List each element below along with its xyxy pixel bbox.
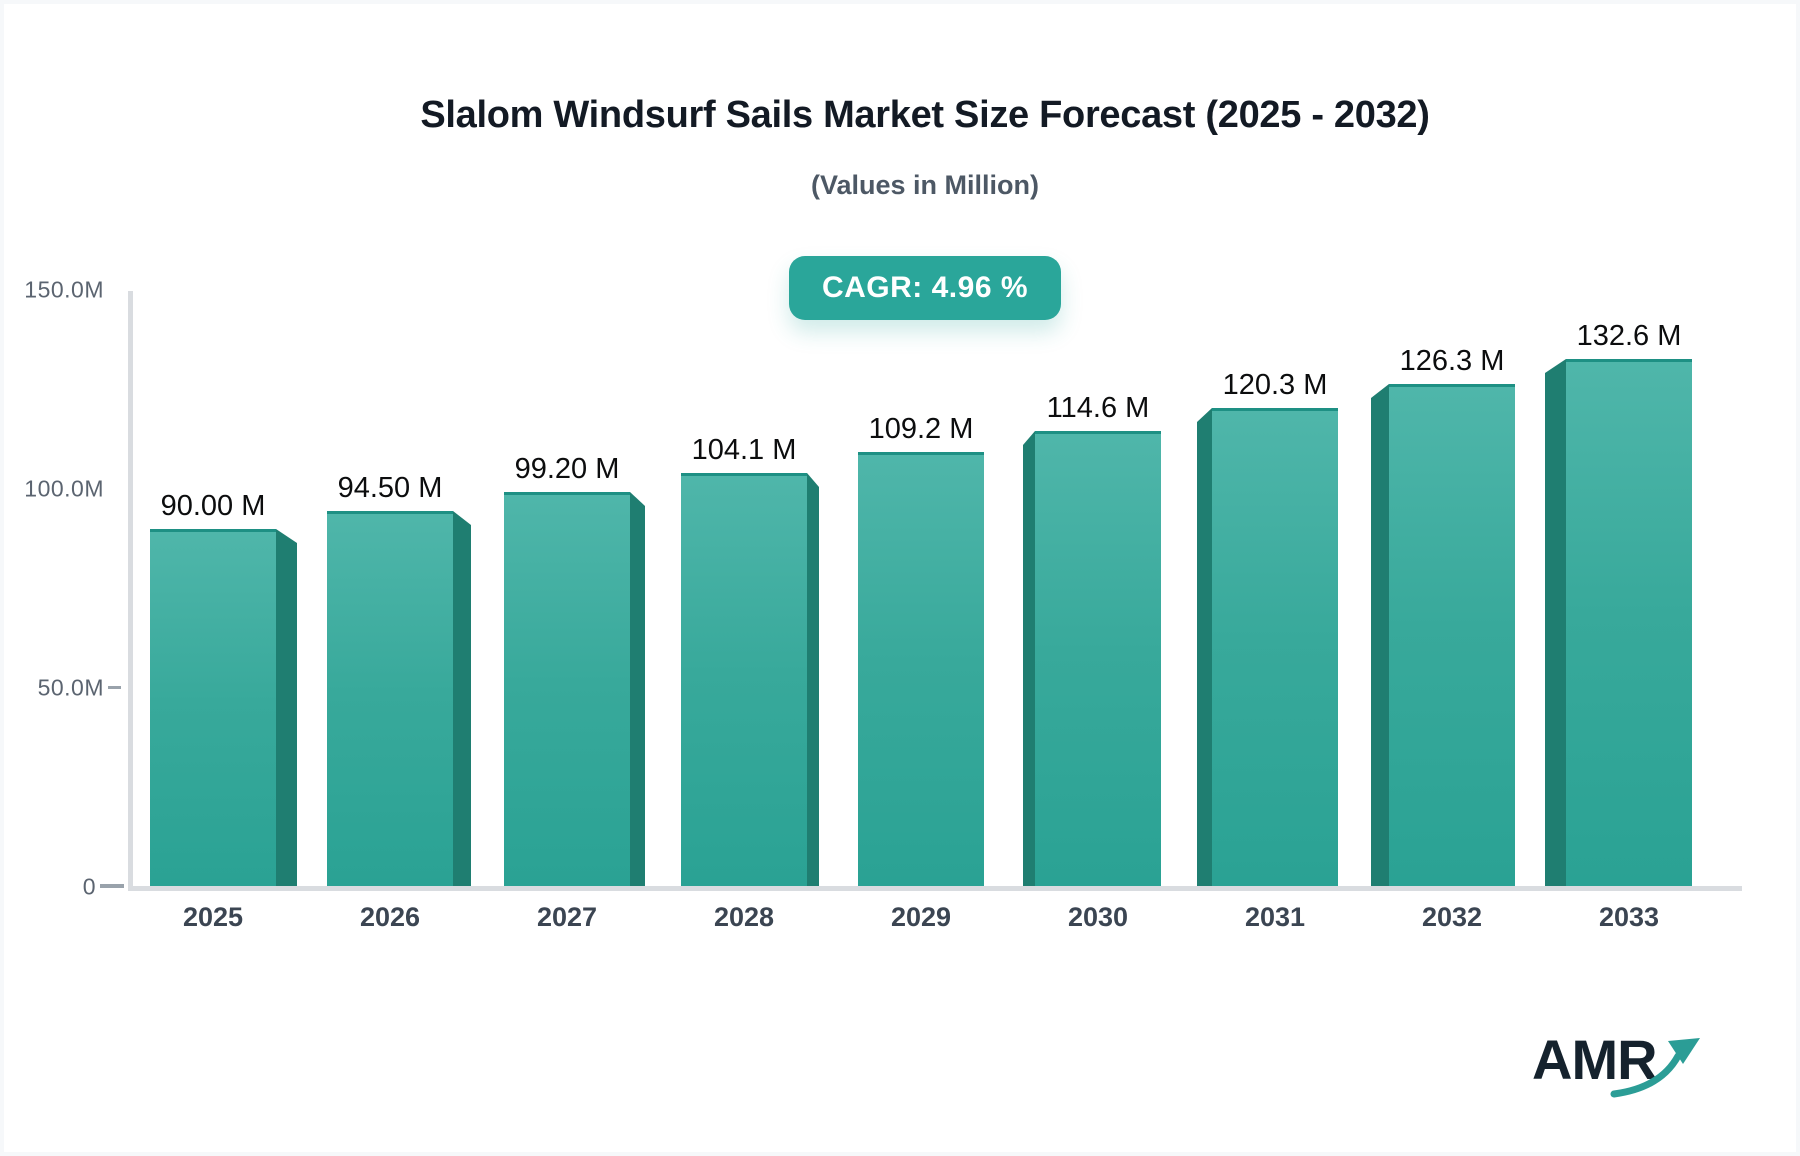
bar-side-face-2032 <box>1371 384 1389 887</box>
bar-value-label-2033: 132.6 M <box>1576 320 1682 352</box>
y-axis-line <box>128 291 133 891</box>
amr-logo-text: AMR <box>1532 1028 1658 1091</box>
y-axis-label-0: 0 <box>82 873 96 900</box>
x-axis-label-2030: 2030 <box>1067 902 1129 932</box>
x-axis-label-2025: 2025 <box>182 902 244 932</box>
x-axis-label-2028: 2028 <box>713 902 775 932</box>
x-axis-label-2031: 2031 <box>1244 902 1306 932</box>
x-axis-label-2026: 2026 <box>359 902 421 932</box>
bar-side-face-2025 <box>276 529 297 887</box>
bar-2027[interactable] <box>504 492 630 887</box>
bar-value-label-2028: 104.1 M <box>691 434 797 466</box>
y-axis-label-150.0M: 150.0M <box>24 276 104 303</box>
bar-side-face-2026 <box>453 511 471 887</box>
bar-value-label-2032: 126.3 M <box>1399 345 1505 377</box>
y-axis-label-100.0M: 100.0M <box>24 475 104 502</box>
y-axis-tick-50 <box>108 686 121 689</box>
y-axis-tick-0 <box>100 884 124 888</box>
chart-subtitle: (Values in Million) <box>810 170 1040 200</box>
x-axis-label-2033: 2033 <box>1598 902 1660 932</box>
bar-2028[interactable] <box>681 473 807 887</box>
bar-value-label-2029: 109.2 M <box>868 413 974 445</box>
bar-2029[interactable] <box>858 452 984 887</box>
bar-2032[interactable] <box>1389 384 1515 887</box>
bar-value-label-2027: 99.20 M <box>514 453 620 485</box>
bar-2031[interactable] <box>1212 408 1338 887</box>
bar-side-face-2028 <box>807 473 819 887</box>
y-axis-label-50.0M: 50.0M <box>37 674 104 701</box>
bar-value-label-2030: 114.6 M <box>1046 392 1150 424</box>
growth-arrow-icon <box>1610 1038 1700 1098</box>
bar-2033[interactable] <box>1566 359 1692 887</box>
bar-2030[interactable] <box>1035 431 1161 887</box>
x-axis-label-2029: 2029 <box>890 902 952 932</box>
x-axis-label-2027: 2027 <box>536 902 598 932</box>
bar-value-label-2026: 94.50 M <box>337 472 443 504</box>
bar-side-face-2031 <box>1197 408 1212 887</box>
bar-side-face-2033 <box>1545 359 1566 887</box>
amr-logo: AMR <box>1532 1032 1732 1112</box>
bar-side-face-2030 <box>1023 431 1035 887</box>
bar-2025[interactable] <box>150 529 276 887</box>
bar-side-face-2027 <box>630 492 645 887</box>
chart-title: Slalom Windsurf Sails Market Size Foreca… <box>420 94 1430 136</box>
cagr-badge: CAGR: 4.96 % <box>789 256 1061 320</box>
x-axis-line <box>128 886 1742 891</box>
x-axis-label-2032: 2032 <box>1421 902 1483 932</box>
bar-2026[interactable] <box>327 511 453 887</box>
cagr-badge-label: CAGR: 4.96 % <box>821 271 1029 304</box>
bar-value-label-2031: 120.3 M <box>1222 369 1328 401</box>
bar-value-label-2025: 90.00 M <box>160 490 266 522</box>
